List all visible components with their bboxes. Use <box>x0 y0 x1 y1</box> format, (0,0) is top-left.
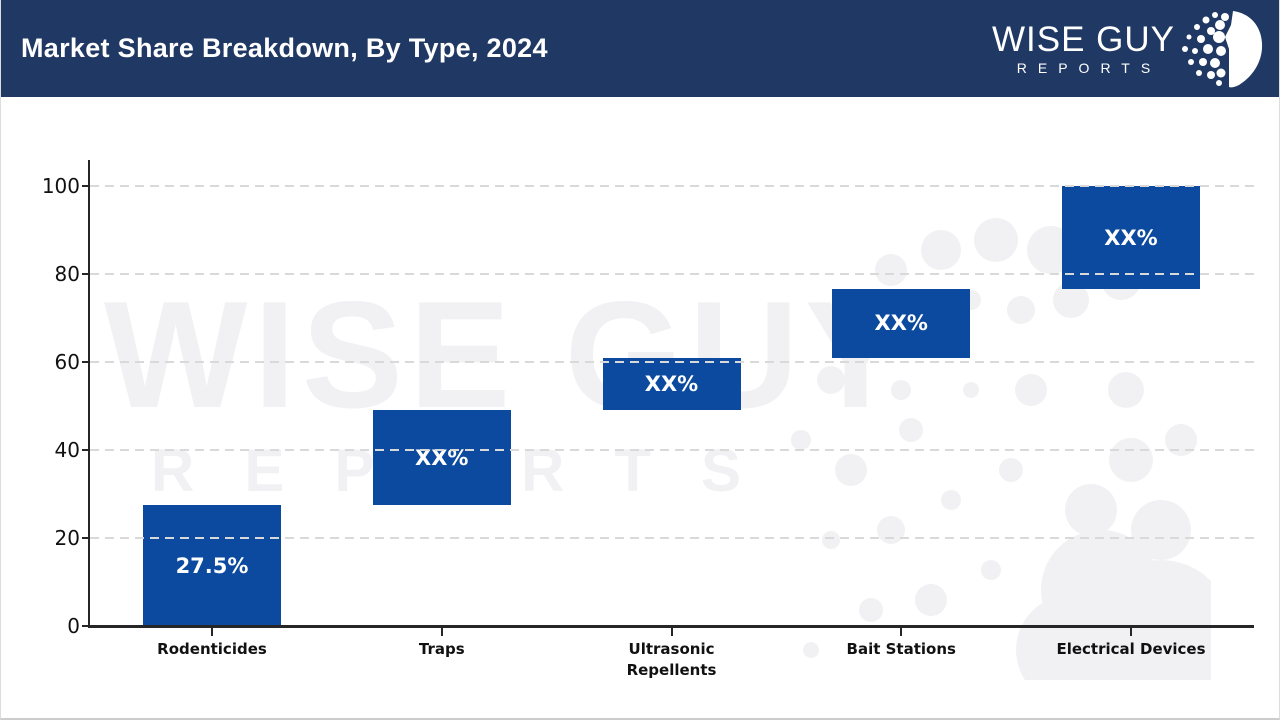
gridline-60 <box>90 361 1254 363</box>
gridline-100 <box>90 185 1254 187</box>
category-label-ultrasonic-repellents: Ultrasonic Repellents <box>626 640 717 679</box>
gridline-20 <box>90 537 1254 539</box>
y-tick-label-20: 20 <box>54 526 80 550</box>
x-tick-1 <box>440 628 443 636</box>
gridline-80 <box>90 273 1254 275</box>
y-tick-0 <box>82 625 90 627</box>
y-tick-80 <box>82 273 90 275</box>
bar-traps: XX% <box>372 410 511 505</box>
bar-rodenticides: 27.5% <box>143 505 281 626</box>
x-tick-3 <box>900 628 903 636</box>
y-tick-label-40: 40 <box>54 438 80 462</box>
logo-text: WISE GUY REPORTS <box>992 22 1175 76</box>
logo-wordmark: WISE GUY <box>991 19 1175 59</box>
page-title: Market Share Breakdown, By Type, 2024 <box>21 33 548 63</box>
wiseguy-logo: WISE GUY REPORTS <box>992 7 1267 91</box>
y-tick-100 <box>82 185 90 187</box>
y-tick-label-60: 60 <box>54 350 80 374</box>
bar-value-label: XX% <box>644 371 699 396</box>
category-label-electrical-devices: Electrical Devices <box>1056 640 1206 658</box>
category-label-bait-stations: Bait Stations <box>846 640 956 658</box>
y-tick-60 <box>82 361 90 363</box>
y-tick-40 <box>82 449 90 451</box>
header-bar: Market Share Breakdown, By Type, 2024 WI… <box>1 0 1279 97</box>
gridline-40 <box>90 449 1254 451</box>
bar-value-label: XX% <box>1104 225 1158 250</box>
category-label-rodenticides: Rodenticides <box>157 640 267 658</box>
y-tick-label-100: 100 <box>41 174 80 198</box>
bar-electrical-devices: XX% <box>1062 186 1200 290</box>
bar-value-label: 27.5% <box>175 553 249 578</box>
y-tick-label-0: 0 <box>67 614 80 638</box>
bar-ultrasonic-repellents: XX% <box>602 357 741 411</box>
logo-subtitle: REPORTS <box>1016 59 1162 76</box>
y-axis-line <box>88 160 90 628</box>
bar-value-label: XX% <box>874 311 928 336</box>
y-tick-20 <box>82 537 90 539</box>
x-tick-0 <box>211 628 213 636</box>
logo-face-icon <box>1182 10 1263 87</box>
bar-bait-stations: XX% <box>832 289 971 358</box>
y-tick-label-80: 80 <box>54 262 80 286</box>
x-tick-2 <box>670 628 673 636</box>
x-tick-4 <box>1130 628 1132 636</box>
category-label-traps: Traps <box>418 640 465 658</box>
x-axis-line <box>88 625 1254 628</box>
